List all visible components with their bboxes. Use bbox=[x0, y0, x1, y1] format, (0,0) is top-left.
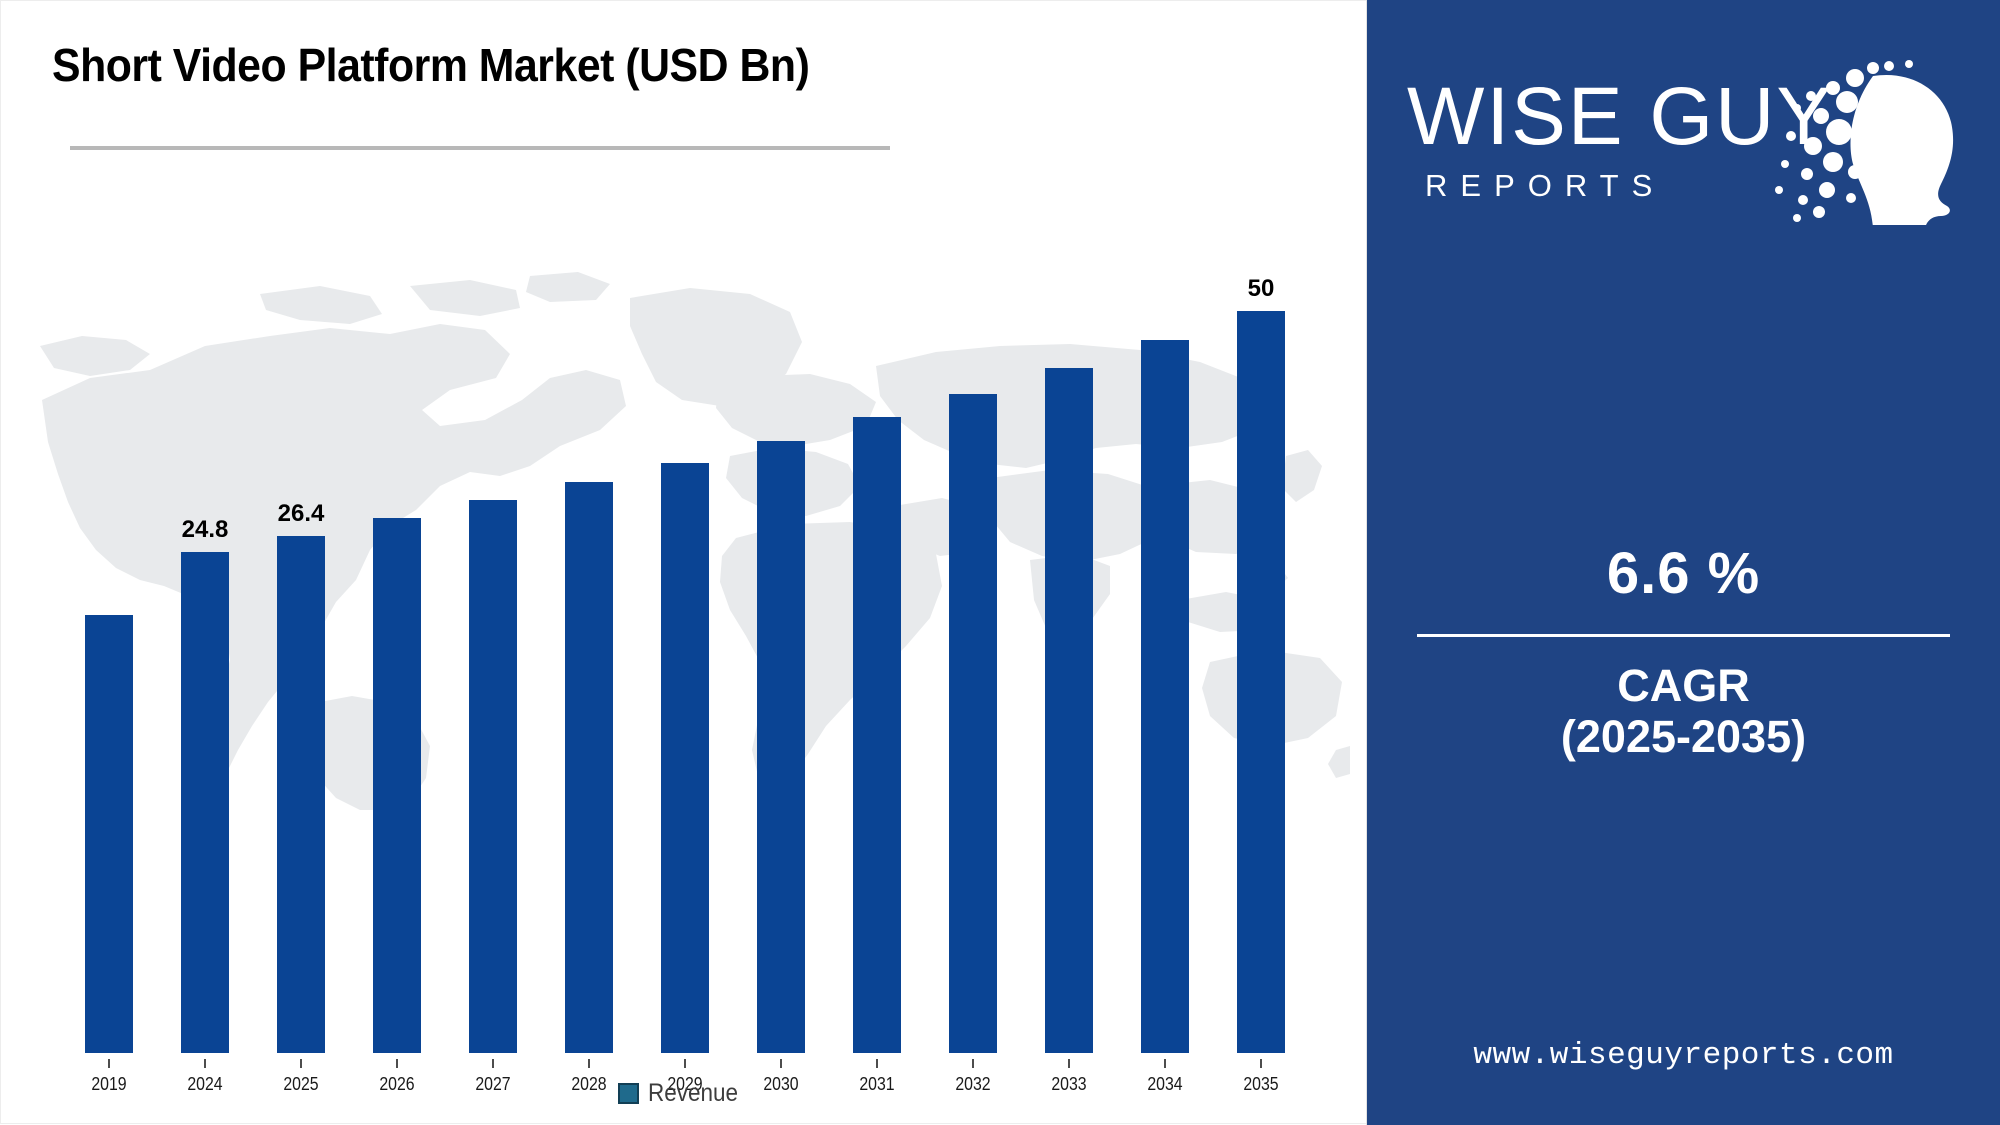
cagr-value: 6.6 % bbox=[1606, 541, 1761, 606]
x-axis-label-2028: 2028 bbox=[571, 1074, 607, 1094]
bar-2032[interactable] bbox=[949, 394, 997, 1053]
bar-2034[interactable] bbox=[1141, 340, 1189, 1053]
brand-panel: WISE GUY REPORTS bbox=[1367, 0, 2000, 1125]
chart-panel: Short Video Platform Market (USD Bn) bbox=[0, 0, 1367, 1125]
x-tick-2027 bbox=[492, 1059, 494, 1068]
cagr-label: CAGR (2025-2035) bbox=[1367, 660, 2000, 763]
bar-2028[interactable] bbox=[565, 482, 613, 1053]
legend-swatch-revenue bbox=[618, 1083, 640, 1104]
x-axis-label-2030: 2030 bbox=[763, 1074, 799, 1094]
x-axis-label-2033: 2033 bbox=[1051, 1074, 1087, 1094]
bar-chart-plot: 2019 24.8 2024 26.4 2025 2026 2027 2028 2029 2030… bbox=[85, 275, 1285, 1094]
x-axis-label-2032: 2032 bbox=[955, 1074, 991, 1094]
bar-2025[interactable] bbox=[277, 536, 325, 1053]
x-tick-2034 bbox=[1164, 1059, 1166, 1068]
bar-2027[interactable] bbox=[469, 500, 517, 1053]
x-axis-label-2019: 2019 bbox=[91, 1074, 127, 1094]
x-tick-2035 bbox=[1260, 1059, 1262, 1068]
x-axis-label-2029: 2029 bbox=[667, 1074, 703, 1094]
bar-2035[interactable] bbox=[1237, 311, 1285, 1053]
bar-2019[interactable] bbox=[85, 615, 133, 1053]
bar-2029[interactable] bbox=[661, 463, 709, 1053]
bar-value-label-2035: 50 bbox=[1247, 275, 1275, 302]
x-tick-2025 bbox=[300, 1059, 302, 1068]
bar-2030[interactable] bbox=[757, 441, 805, 1053]
bar-2033[interactable] bbox=[1045, 368, 1093, 1053]
x-axis-label-2026: 2026 bbox=[379, 1074, 415, 1094]
bar-2024[interactable] bbox=[181, 552, 229, 1053]
chart-legend[interactable]: Revenue bbox=[0, 1079, 1366, 1108]
x-axis-label-2031: 2031 bbox=[859, 1074, 895, 1094]
x-tick-2032 bbox=[972, 1059, 974, 1068]
bar-value-label-2024: 24.8 bbox=[181, 516, 229, 543]
x-tick-2029 bbox=[684, 1059, 686, 1068]
legend-label-revenue: Revenue bbox=[648, 1079, 739, 1107]
svg-text:WISE GUY: WISE GUY bbox=[1407, 71, 1833, 162]
wiseguy-reports-logo[interactable]: WISE GUY REPORTS bbox=[1403, 60, 1963, 225]
x-tick-2031 bbox=[876, 1059, 878, 1068]
title-divider bbox=[70, 146, 890, 150]
page-title: Short Video Platform Market (USD Bn) bbox=[52, 39, 810, 91]
bar-2026[interactable] bbox=[373, 518, 421, 1053]
x-axis-label-2035: 2035 bbox=[1243, 1074, 1279, 1094]
x-axis-label-2027: 2027 bbox=[475, 1074, 511, 1094]
x-tick-2028 bbox=[588, 1059, 590, 1068]
x-tick-2026 bbox=[396, 1059, 398, 1068]
cagr-divider bbox=[1417, 634, 1950, 637]
cagr-label-line1: CAGR bbox=[1617, 660, 1750, 711]
cagr-label-line2: (2025-2035) bbox=[1560, 711, 1807, 763]
x-axis-label-2025: 2025 bbox=[283, 1074, 319, 1094]
svg-text:REPORTS: REPORTS bbox=[1425, 168, 1665, 203]
bar-value-label-2025: 26.4 bbox=[277, 500, 325, 527]
website-url[interactable]: www.wiseguyreports.com bbox=[1473, 1038, 1894, 1073]
x-tick-2024 bbox=[204, 1059, 206, 1068]
x-tick-2030 bbox=[780, 1059, 782, 1068]
x-axis-label-2034: 2034 bbox=[1147, 1074, 1183, 1094]
x-axis-label-2024: 2024 bbox=[187, 1074, 223, 1094]
bar-2031[interactable] bbox=[853, 417, 901, 1053]
x-tick-2019 bbox=[108, 1059, 110, 1068]
x-tick-2033 bbox=[1068, 1059, 1070, 1068]
